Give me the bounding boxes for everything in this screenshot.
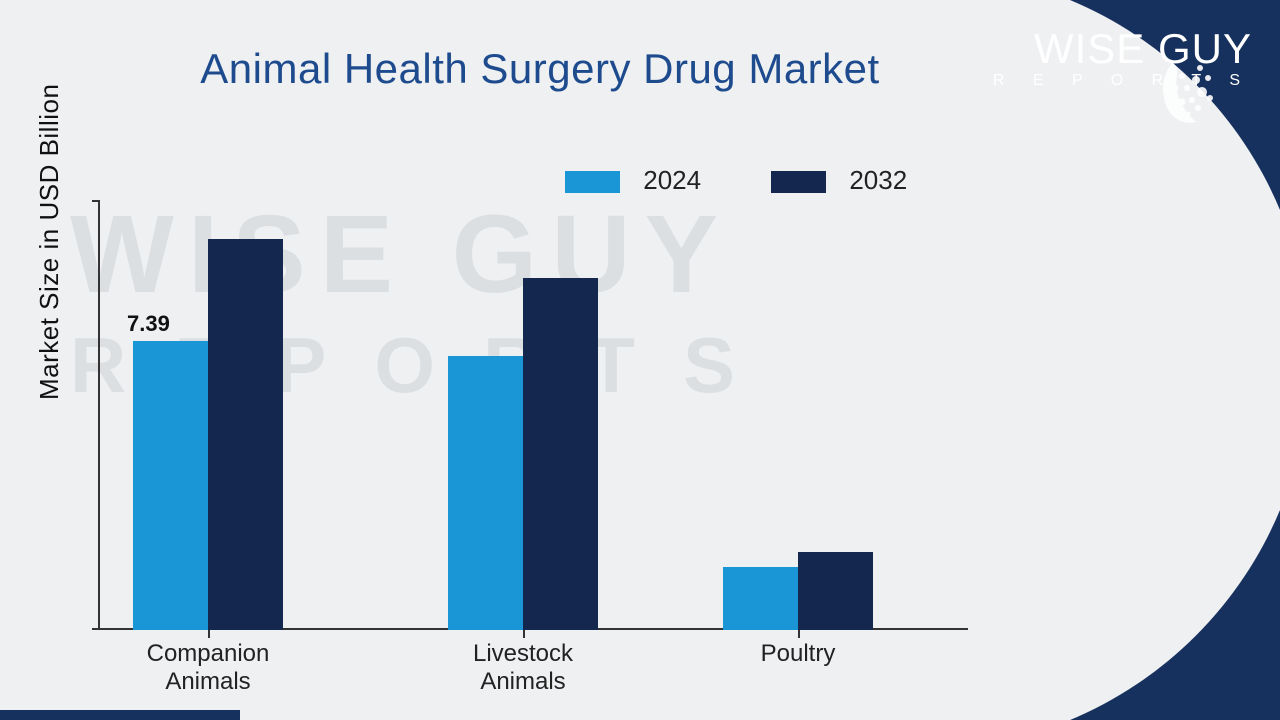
logo-head-icon [1152, 48, 1222, 128]
y-axis [98, 200, 100, 630]
x-tick-label: CompanionAnimals [98, 640, 318, 695]
legend-label-2032: 2032 [849, 165, 907, 195]
legend-label-2024: 2024 [643, 165, 701, 195]
bar-group: Poultry [723, 552, 873, 630]
x-tick [798, 630, 800, 638]
plot-area: CompanionAnimals LivestockAnimals Poultry 7… [98, 200, 968, 630]
legend-item-2024: 2024 [565, 165, 701, 196]
bar-2032 [208, 239, 283, 630]
bar-2024 [448, 356, 523, 630]
bottom-strip [0, 710, 240, 720]
x-tick-label: Poultry [723, 640, 873, 668]
y-axis-label: Market Size in USD Billion [34, 84, 65, 400]
legend-swatch-2024 [565, 171, 620, 193]
bar-group: CompanionAnimals [133, 239, 283, 630]
x-tick-label: LivestockAnimals [423, 640, 623, 695]
bar-2024 [723, 567, 798, 630]
chart-title: Animal Health Surgery Drug Market [120, 45, 960, 93]
chart-canvas: WISE GUY REPORTS Animal Health Surgery D… [0, 0, 1280, 720]
legend-item-2032: 2032 [771, 165, 907, 196]
bar-2032 [523, 278, 598, 630]
value-label: 7.39 [127, 311, 170, 337]
bar-2024 [133, 341, 208, 630]
legend-swatch-2032 [771, 171, 826, 193]
brand-logo: WISE GUY R E P O R T S [993, 28, 1252, 90]
bar-2032 [798, 552, 873, 630]
legend: 2024 2032 [565, 165, 907, 196]
bar-group: LivestockAnimals [448, 278, 598, 630]
x-tick [208, 630, 210, 638]
x-tick [523, 630, 525, 638]
